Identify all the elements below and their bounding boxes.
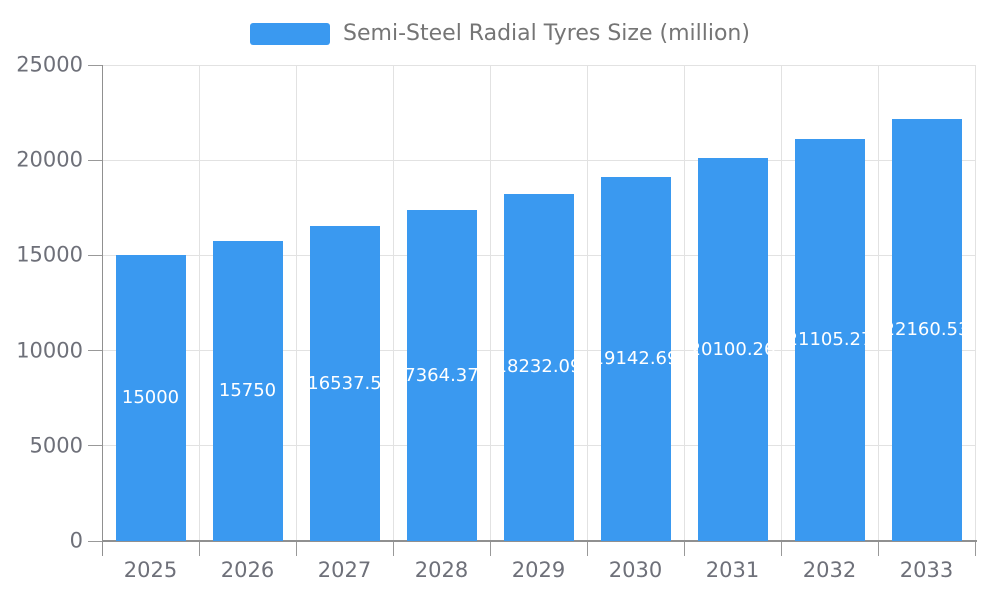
- y-axis-tick: [88, 254, 102, 256]
- bar[interactable]: [697, 158, 768, 541]
- y-tick-label: 5000: [29, 433, 83, 458]
- gridline-vertical: [877, 65, 879, 541]
- x-tick-label: 2031: [705, 558, 760, 582]
- x-axis-tick: [489, 541, 491, 556]
- x-axis-line: [102, 540, 977, 542]
- bar[interactable]: [212, 241, 283, 541]
- gridline-vertical: [780, 65, 782, 541]
- x-axis-tick: [974, 541, 976, 556]
- legend-label: Semi-Steel Radial Tyres Size (million): [343, 21, 750, 46]
- y-tick-label: 10000: [16, 338, 83, 363]
- gridline-vertical: [392, 65, 394, 541]
- x-tick-label: 2033: [899, 558, 954, 582]
- x-tick-label: 2030: [608, 558, 663, 582]
- y-axis-tick: [88, 64, 102, 66]
- y-axis-tick: [88, 445, 102, 447]
- x-tick-label: 2025: [123, 558, 178, 582]
- y-tick-label: 0: [69, 528, 83, 553]
- x-tick-label: 2029: [511, 558, 566, 582]
- y-axis-tick: [88, 350, 102, 352]
- gridline-horizontal: [102, 159, 975, 161]
- y-tick-label: 25000: [16, 52, 83, 77]
- bar[interactable]: [309, 226, 380, 541]
- y-axis-tick: [88, 159, 102, 161]
- bar[interactable]: [600, 176, 671, 541]
- gridline-vertical: [489, 65, 491, 541]
- y-tick-label: 15000: [16, 242, 83, 267]
- x-axis-tick: [392, 541, 394, 556]
- bar[interactable]: [891, 119, 962, 541]
- gridline-vertical: [683, 65, 685, 541]
- x-tick-label: 2026: [220, 558, 275, 582]
- bar[interactable]: [503, 193, 574, 541]
- x-axis-tick: [683, 541, 685, 556]
- y-axis-tick: [88, 540, 102, 542]
- gridline-vertical: [974, 65, 976, 541]
- gridline-vertical: [198, 65, 200, 541]
- x-axis-tick: [877, 541, 879, 556]
- legend-swatch[interactable]: [250, 23, 331, 45]
- x-axis-tick: [586, 541, 588, 556]
- y-axis-line: [101, 65, 103, 556]
- x-axis-tick: [198, 541, 200, 556]
- gridline-horizontal: [102, 64, 975, 66]
- x-axis-tick: [780, 541, 782, 556]
- bar[interactable]: [115, 255, 186, 541]
- y-tick-label: 20000: [16, 147, 83, 172]
- bar[interactable]: [794, 139, 865, 541]
- x-tick-label: 2028: [414, 558, 469, 582]
- gridline-vertical: [586, 65, 588, 541]
- x-axis-tick: [295, 541, 297, 556]
- chart-legend[interactable]: Semi-Steel Radial Tyres Size (million): [0, 22, 1000, 46]
- x-tick-label: 2027: [317, 558, 372, 582]
- gridline-vertical: [295, 65, 297, 541]
- x-tick-label: 2032: [802, 558, 857, 582]
- bar[interactable]: [406, 210, 477, 541]
